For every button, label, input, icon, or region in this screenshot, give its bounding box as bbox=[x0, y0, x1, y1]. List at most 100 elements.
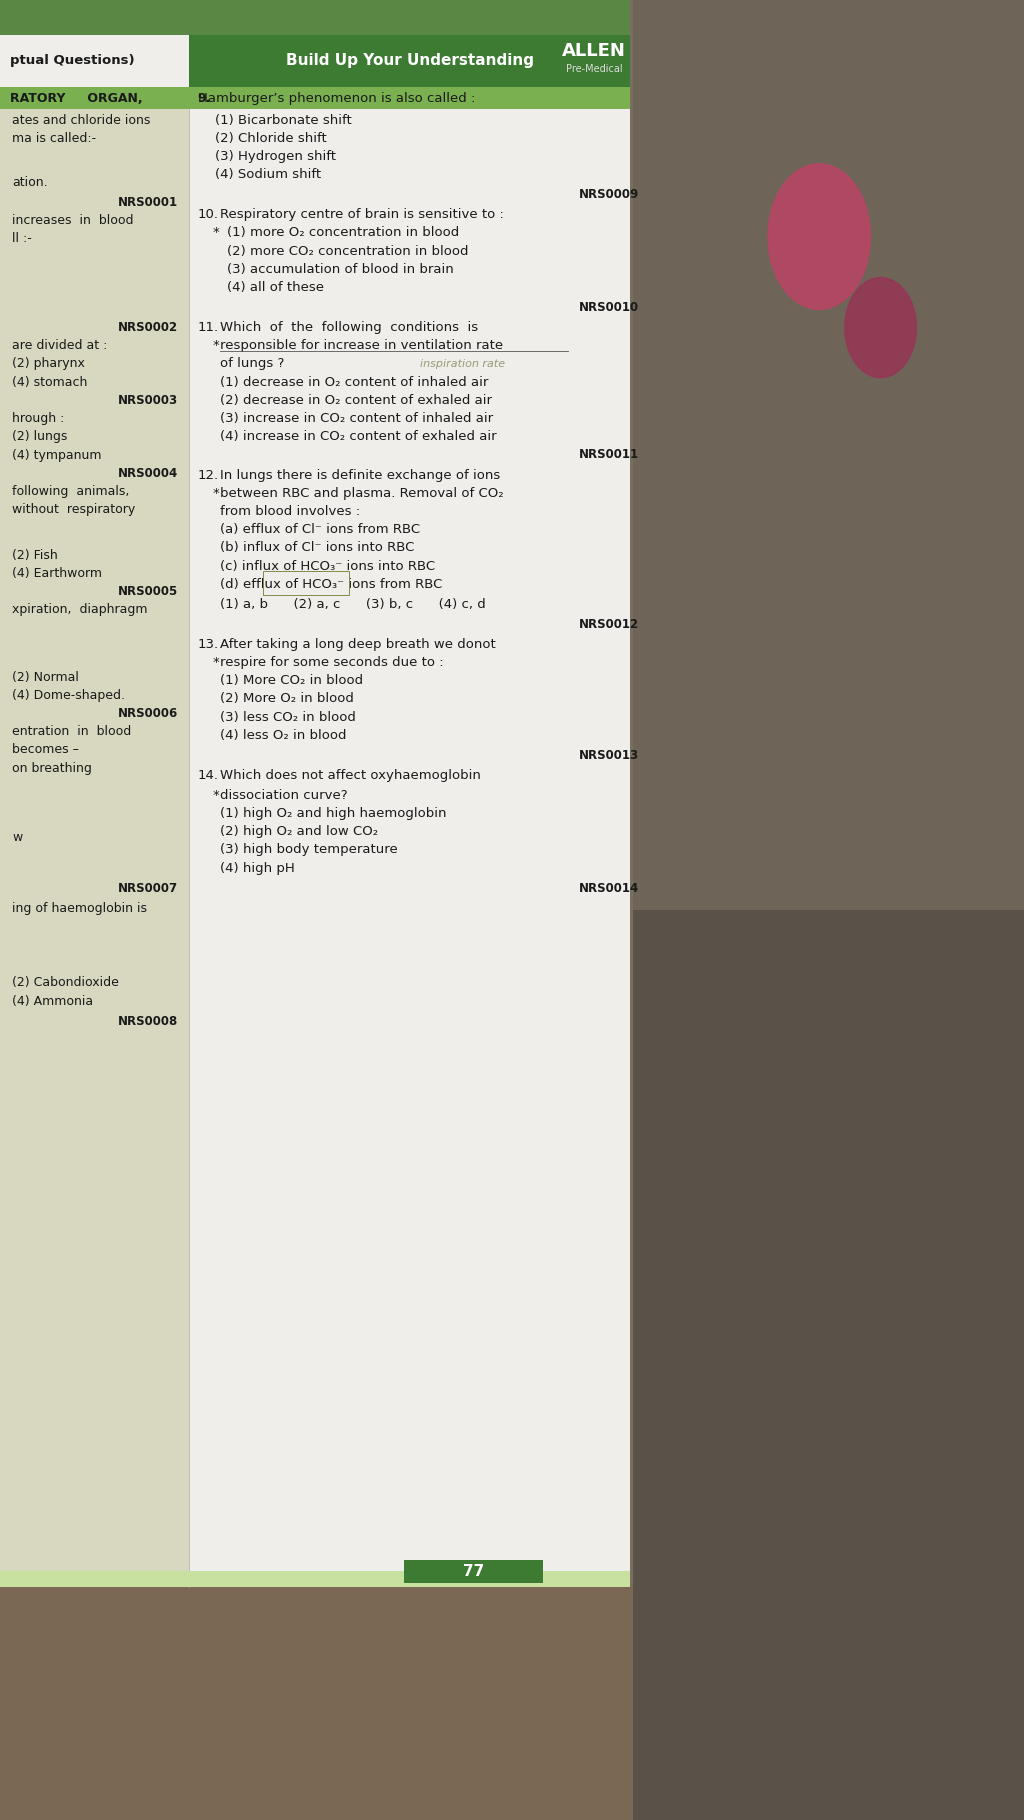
Text: between RBC and plasma. Removal of CO₂: between RBC and plasma. Removal of CO₂ bbox=[220, 486, 504, 501]
Text: *: * bbox=[213, 226, 220, 240]
Text: (3) accumulation of blood in brain: (3) accumulation of blood in brain bbox=[227, 262, 454, 277]
Text: (2) lungs: (2) lungs bbox=[12, 430, 68, 444]
Text: inspiration rate: inspiration rate bbox=[420, 359, 505, 369]
Ellipse shape bbox=[768, 164, 870, 309]
Text: (2) pharynx: (2) pharynx bbox=[12, 357, 85, 371]
Ellipse shape bbox=[845, 278, 916, 379]
Text: (3) high body temperature: (3) high body temperature bbox=[220, 843, 398, 857]
Text: NRS0008: NRS0008 bbox=[118, 1014, 178, 1028]
Bar bbox=[633, 910, 1024, 1820]
Text: 10.: 10. bbox=[198, 207, 219, 222]
Text: ma is called:-: ma is called:- bbox=[12, 131, 96, 146]
Text: (3) less CO₂ in blood: (3) less CO₂ in blood bbox=[220, 710, 356, 724]
Text: (4) increase in CO₂ content of exhaled air: (4) increase in CO₂ content of exhaled a… bbox=[220, 430, 497, 444]
Bar bbox=[0, 0, 189, 1587]
Text: on breathing: on breathing bbox=[12, 761, 92, 775]
Text: ptual Questions): ptual Questions) bbox=[10, 53, 135, 67]
Text: Pre-Medical: Pre-Medical bbox=[565, 64, 623, 75]
Text: Hamburger’s phenomenon is also called :: Hamburger’s phenomenon is also called : bbox=[198, 91, 475, 106]
Text: (4) Earthworm: (4) Earthworm bbox=[12, 566, 102, 581]
Text: (2) More O₂ in blood: (2) More O₂ in blood bbox=[220, 692, 354, 706]
Bar bbox=[0, 1587, 1024, 1820]
Text: (4) less O₂ in blood: (4) less O₂ in blood bbox=[220, 728, 347, 743]
Text: *: * bbox=[213, 339, 220, 353]
Text: Which does not affect oxyhaemoglobin: Which does not affect oxyhaemoglobin bbox=[220, 768, 481, 783]
Text: of lungs ?: of lungs ? bbox=[220, 357, 285, 371]
Bar bbox=[0, 0, 630, 35]
Text: (3) Hydrogen shift: (3) Hydrogen shift bbox=[215, 149, 336, 164]
Text: without  respiratory: without respiratory bbox=[12, 502, 135, 517]
Text: (1) more O₂ concentration in blood: (1) more O₂ concentration in blood bbox=[227, 226, 460, 240]
Text: NRS0003: NRS0003 bbox=[118, 393, 178, 408]
Text: NRS0014: NRS0014 bbox=[579, 881, 639, 895]
Text: ALLEN: ALLEN bbox=[562, 42, 626, 60]
Text: (4) Dome-shaped.: (4) Dome-shaped. bbox=[12, 688, 125, 703]
Text: (2) Cabondioxide: (2) Cabondioxide bbox=[12, 976, 119, 990]
Text: respire for some seconds due to :: respire for some seconds due to : bbox=[220, 655, 443, 670]
Text: entration  in  blood: entration in blood bbox=[12, 724, 131, 739]
Text: (3) increase in CO₂ content of inhaled air: (3) increase in CO₂ content of inhaled a… bbox=[220, 411, 494, 426]
Text: NRS0010: NRS0010 bbox=[579, 300, 639, 315]
Text: *: * bbox=[213, 655, 220, 670]
Text: (4) tympanum: (4) tympanum bbox=[12, 448, 101, 462]
Text: (1) More CO₂ in blood: (1) More CO₂ in blood bbox=[220, 673, 364, 688]
Text: increases  in  blood: increases in blood bbox=[12, 213, 134, 228]
Text: (c) influx of HCO₃⁻ ions into RBC: (c) influx of HCO₃⁻ ions into RBC bbox=[220, 559, 435, 573]
Text: (4) high pH: (4) high pH bbox=[220, 861, 295, 875]
Text: 9.: 9. bbox=[198, 91, 211, 106]
Text: hrough :: hrough : bbox=[12, 411, 65, 426]
Text: (d) efflux of HCO₃⁻ ions from RBC: (d) efflux of HCO₃⁻ ions from RBC bbox=[220, 577, 442, 592]
Text: (1) a, b      (2) a, c      (3) b, c      (4) c, d: (1) a, b (2) a, c (3) b, c (4) c, d bbox=[220, 597, 486, 612]
Text: from blood involves :: from blood involves : bbox=[220, 504, 360, 519]
Text: Build Up Your Understanding: Build Up Your Understanding bbox=[286, 53, 534, 67]
Text: ing of haemoglobin is: ing of haemoglobin is bbox=[12, 901, 147, 915]
Text: In lungs there is definite exchange of ions: In lungs there is definite exchange of i… bbox=[220, 468, 501, 482]
Bar bbox=[404, 1560, 543, 1583]
Text: *: * bbox=[213, 486, 220, 501]
Text: (1) high O₂ and high haemoglobin: (1) high O₂ and high haemoglobin bbox=[220, 806, 446, 821]
Text: (4) Ammonia: (4) Ammonia bbox=[12, 994, 93, 1008]
Text: (4) stomach: (4) stomach bbox=[12, 375, 88, 389]
Text: (2) decrease in O₂ content of exhaled air: (2) decrease in O₂ content of exhaled ai… bbox=[220, 393, 493, 408]
Text: becomes –: becomes – bbox=[12, 743, 79, 757]
Text: NRS0004: NRS0004 bbox=[118, 466, 178, 480]
Text: Respiratory centre of brain is sensitive to :: Respiratory centre of brain is sensitive… bbox=[220, 207, 504, 222]
Text: (2) Fish: (2) Fish bbox=[12, 548, 58, 562]
Text: (2) Normal: (2) Normal bbox=[12, 670, 79, 684]
Bar bbox=[633, 0, 1024, 1820]
Text: After taking a long deep breath we donot: After taking a long deep breath we donot bbox=[220, 637, 496, 652]
Text: RATORY     ORGAN,: RATORY ORGAN, bbox=[10, 91, 143, 106]
Text: NRS0006: NRS0006 bbox=[118, 706, 178, 721]
Text: *: * bbox=[213, 788, 220, 803]
Bar bbox=[0, 1571, 630, 1587]
Text: ates and chloride ions: ates and chloride ions bbox=[12, 113, 151, 127]
Text: (1) decrease in O₂ content of inhaled air: (1) decrease in O₂ content of inhaled ai… bbox=[220, 375, 488, 389]
Text: 14.: 14. bbox=[198, 768, 219, 783]
Text: (4) Sodium shift: (4) Sodium shift bbox=[215, 167, 322, 182]
Text: ation.: ation. bbox=[12, 175, 48, 189]
Bar bbox=[0, 0, 630, 1587]
Text: following  animals,: following animals, bbox=[12, 484, 130, 499]
Text: 12.: 12. bbox=[198, 468, 219, 482]
Text: NRS0001: NRS0001 bbox=[118, 195, 178, 209]
Text: (2) Chloride shift: (2) Chloride shift bbox=[215, 131, 327, 146]
Text: w: w bbox=[12, 830, 23, 844]
Text: 13.: 13. bbox=[198, 637, 219, 652]
Text: dissociation curve?: dissociation curve? bbox=[220, 788, 348, 803]
Bar bbox=[0, 87, 630, 109]
Text: NRS0005: NRS0005 bbox=[118, 584, 178, 599]
Text: NRS0007: NRS0007 bbox=[118, 881, 178, 895]
Text: 11.: 11. bbox=[198, 320, 219, 335]
Text: (b) influx of Cl⁻ ions into RBC: (b) influx of Cl⁻ ions into RBC bbox=[220, 541, 415, 555]
Text: responsible for increase in ventilation rate: responsible for increase in ventilation … bbox=[220, 339, 503, 353]
Text: ll :-: ll :- bbox=[12, 231, 32, 246]
Text: (2) more CO₂ concentration in blood: (2) more CO₂ concentration in blood bbox=[227, 244, 469, 258]
Text: NRS0013: NRS0013 bbox=[579, 748, 639, 763]
Bar bbox=[0, 35, 189, 87]
Text: (4) all of these: (4) all of these bbox=[227, 280, 325, 295]
Bar bbox=[189, 35, 630, 87]
Text: NRS0012: NRS0012 bbox=[579, 617, 639, 632]
Text: xpiration,  diaphragm: xpiration, diaphragm bbox=[12, 602, 147, 617]
Text: NRS0002: NRS0002 bbox=[118, 320, 178, 335]
Text: NRS0011: NRS0011 bbox=[579, 448, 639, 462]
